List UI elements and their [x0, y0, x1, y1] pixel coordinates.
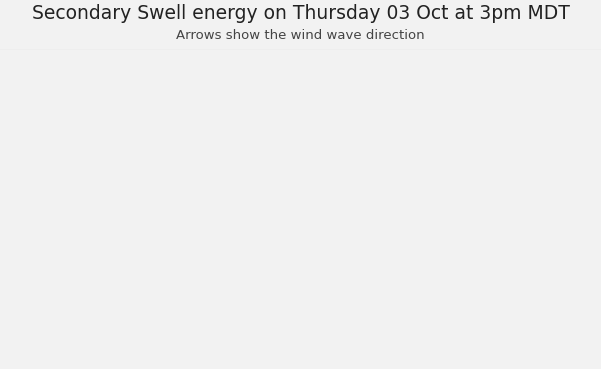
Text: Arrows show the wind wave direction: Arrows show the wind wave direction	[176, 30, 425, 42]
Text: Secondary Swell energy on Thursday 03 Oct at 3pm MDT: Secondary Swell energy on Thursday 03 Oc…	[32, 4, 569, 24]
